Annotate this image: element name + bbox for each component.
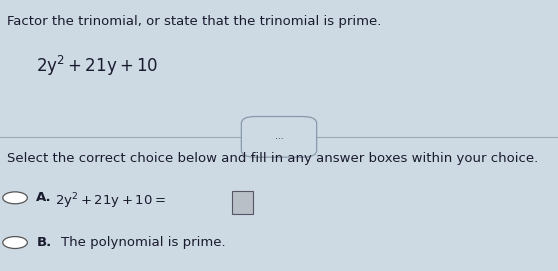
FancyBboxPatch shape (232, 191, 253, 214)
Circle shape (3, 192, 27, 204)
FancyBboxPatch shape (241, 117, 317, 157)
Text: Factor the trinomial, or state that the trinomial is prime.: Factor the trinomial, or state that the … (7, 15, 382, 28)
Text: ...: ... (275, 132, 283, 141)
Text: B.: B. (36, 236, 51, 249)
Text: Select the correct choice below and fill in any answer boxes within your choice.: Select the correct choice below and fill… (7, 152, 538, 165)
Text: $\mathregular{2y^2 + 21y + 10}$: $\mathregular{2y^2 + 21y + 10}$ (36, 54, 158, 78)
Text: $\mathregular{2y^2 + 21y + 10 =}$: $\mathregular{2y^2 + 21y + 10 =}$ (55, 191, 166, 211)
Text: A.: A. (36, 191, 52, 204)
Text: The polynomial is prime.: The polynomial is prime. (61, 236, 226, 249)
Circle shape (3, 237, 27, 249)
